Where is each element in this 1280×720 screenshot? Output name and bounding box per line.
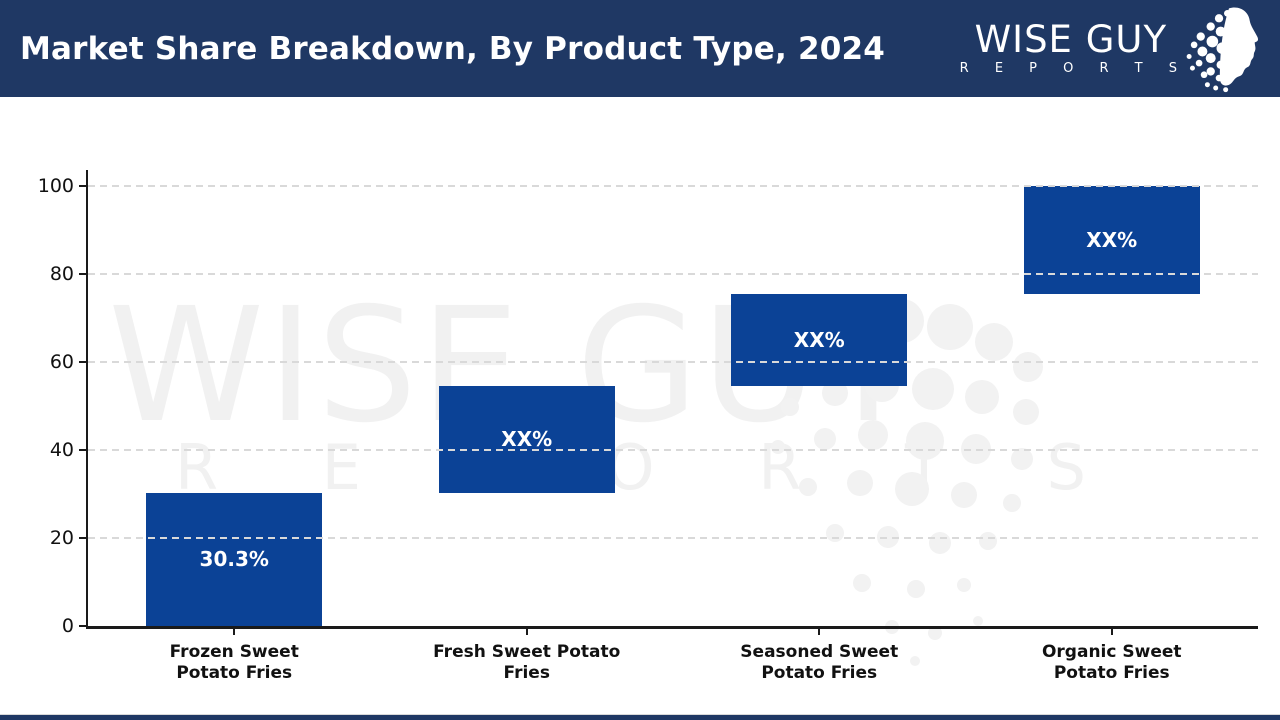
y-gridline (88, 361, 1258, 363)
x-axis-line (86, 626, 1258, 629)
bar (1023, 186, 1200, 294)
y-gridline (88, 185, 1258, 187)
bar-value-label: XX% (1086, 227, 1138, 252)
bar-value-label: XX% (793, 328, 845, 352)
y-gridline (88, 537, 1258, 539)
y-tick-mark (79, 361, 86, 363)
x-category-label-line: Fresh Sweet Potato (433, 642, 621, 662)
page-title: Market Share Breakdown, By Product Type,… (20, 30, 886, 67)
x-tick-mark (1110, 629, 1113, 635)
y-tick-mark (79, 185, 86, 187)
x-category-label: Seasoned Sweet Potato Fries (694, 642, 944, 685)
wiseguy-face-icon (1186, 7, 1259, 92)
logo-subtext: R E P O R T S (959, 61, 1188, 76)
bar (146, 492, 323, 626)
bar (731, 293, 908, 387)
y-tick-label: 100 (37, 175, 74, 197)
y-tick-label: 0 (61, 615, 74, 637)
x-category-label-line: Organic Sweet (1041, 642, 1182, 662)
y-tick-label: 60 (49, 351, 74, 373)
bar-value-label: 30.3% (199, 547, 269, 572)
x-category-label-line: Frozen Sweet (169, 642, 299, 662)
header: Market Share Breakdown, By Product Type,… (0, 0, 1280, 97)
x-category-label-line: Potato Fries (1053, 663, 1170, 684)
y-tick-label: 40 (49, 439, 74, 461)
x-category-label: Organic Sweet Potato Fries (987, 642, 1237, 685)
y-tick-label: 80 (49, 263, 74, 285)
y-tick-label: 20 (49, 527, 74, 549)
bar (438, 386, 615, 493)
x-tick-mark (818, 629, 821, 635)
x-category-label: Fresh Sweet Potato Fries (402, 642, 652, 685)
y-tick-mark (79, 625, 86, 627)
bar-value-label: XX% (501, 427, 553, 452)
x-category-label: Frozen Sweet Potato Fries (109, 642, 359, 685)
x-category-label-line: Seasoned Sweet (740, 642, 899, 662)
logo-wordmark: WISE GUY (974, 18, 1168, 61)
y-tick-mark (79, 449, 86, 451)
y-tick-mark (79, 537, 86, 539)
logo-text: WISE GUY R E P O R T S (954, 21, 1188, 76)
footer-bar (0, 715, 1280, 720)
x-tick-mark (233, 629, 236, 635)
y-gridline (88, 273, 1258, 275)
x-category-label-line: Potato Fries (176, 663, 293, 684)
chart-area: WISE GUY R E P O R T S (0, 97, 1280, 715)
y-gridline (88, 449, 1258, 451)
y-tick-mark (79, 273, 86, 275)
frame-border (0, 714, 1280, 715)
y-axis-line (86, 170, 88, 629)
x-category-label-line: Fries (503, 663, 550, 684)
x-category-label-line: Potato Fries (761, 663, 878, 684)
wiseguy-logo: WISE GUY R E P O R T S (954, 5, 1266, 93)
x-tick-mark (525, 629, 528, 635)
